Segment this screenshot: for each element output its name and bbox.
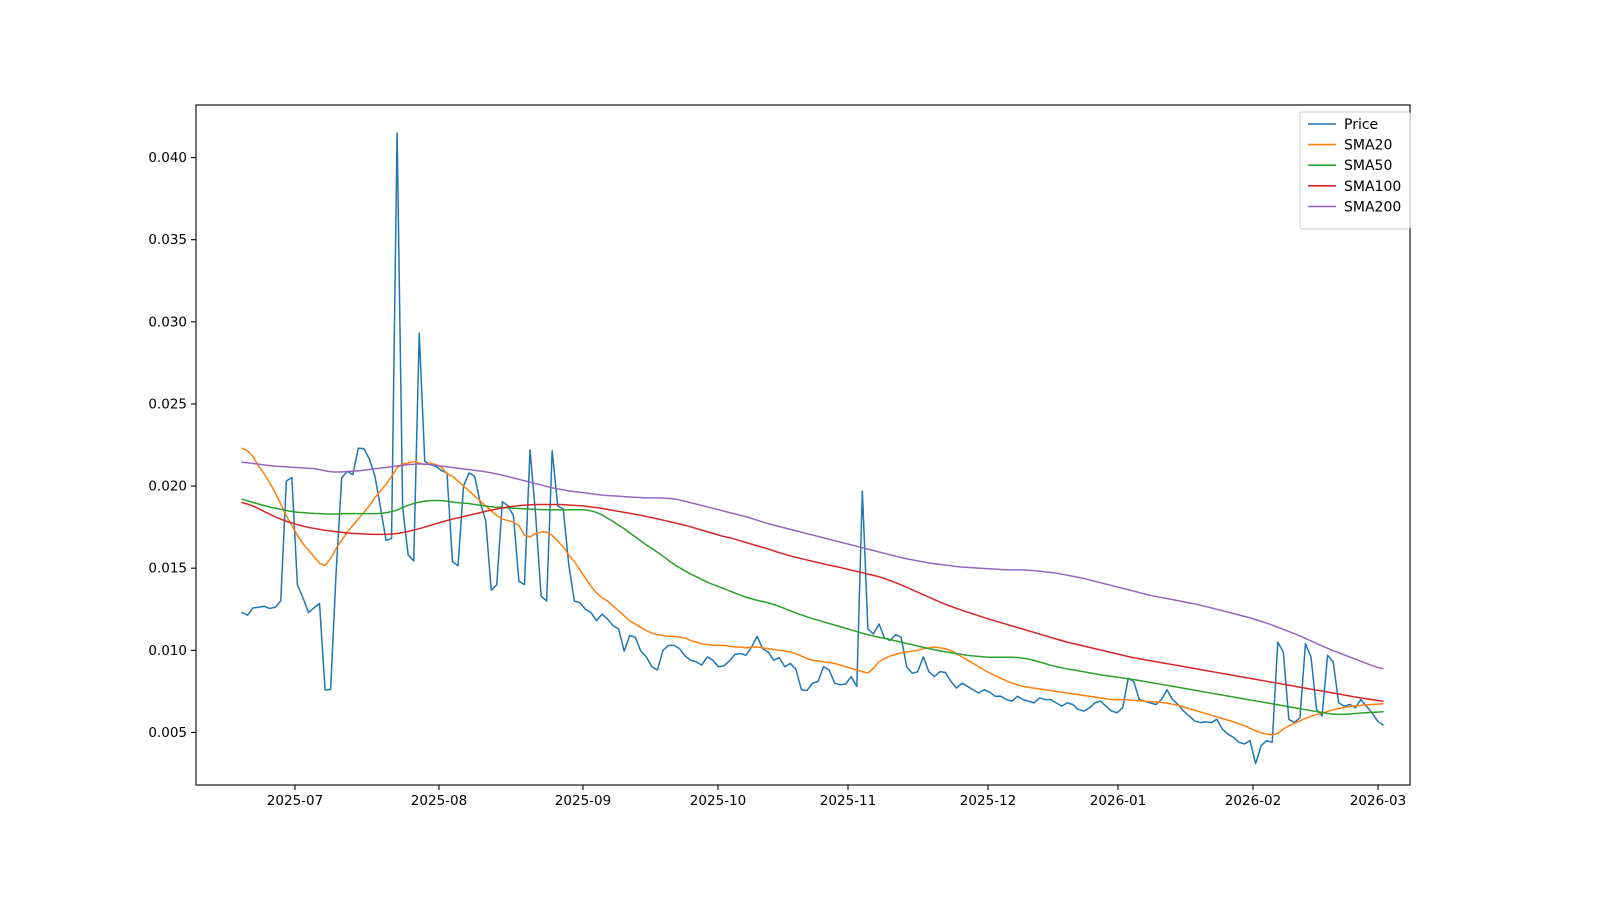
series-layer: [241, 132, 1384, 765]
y-tick-label: 0.025: [148, 396, 187, 412]
legend-frame: [1299, 111, 1411, 230]
x-tick-label: 2025-08: [411, 793, 467, 809]
series-line-sma50: [241, 498, 1384, 716]
x-tick-label: 2025-12: [960, 793, 1016, 809]
y-tick-label: 0.015: [148, 561, 187, 577]
x-tick-label: 2025-10: [690, 793, 746, 809]
legend-label-sma20: SMA20: [1344, 138, 1392, 154]
x-tick-label: 2026-02: [1225, 793, 1281, 809]
y-axis-ticks: 0.005 0.010 0.015 0.020 0.025 0.030 0.035 0.040: [148, 150, 196, 741]
x-tick-label: 2025-11: [820, 793, 876, 809]
chart-legend: Price SMA20 SMA50 SMA100 SMA200: [1299, 111, 1411, 230]
legend-label-sma100: SMA100: [1344, 179, 1401, 195]
y-tick-label: 0.005: [148, 725, 187, 741]
legend-label-sma50: SMA50: [1344, 158, 1392, 174]
y-tick-label: 0.040: [148, 150, 187, 166]
y-tick-label: 0.030: [148, 314, 187, 330]
x-tick-label: 2026-01: [1090, 793, 1146, 809]
y-tick-label: 0.020: [148, 479, 187, 495]
legend-label-sma200: SMA200: [1344, 199, 1401, 215]
axes-background: [196, 105, 1410, 785]
legend-label-price: Price: [1344, 117, 1378, 133]
y-tick-label: 0.035: [148, 232, 187, 248]
series-line-sma20: [241, 447, 1384, 736]
x-tick-label: 2025-09: [555, 793, 611, 809]
x-tick-label: 2025-07: [267, 793, 323, 809]
x-tick-label: 2026-03: [1350, 793, 1406, 809]
x-axis-ticks: 2025-07 2025-08 2025-09 2025-10 2025-11 2025-…: [267, 785, 1406, 809]
series-line-sma100: [241, 501, 1384, 702]
axes-spines: [195, 104, 1411, 786]
series-line-sma200: [241, 461, 1384, 670]
y-tick-label: 0.010: [148, 643, 187, 659]
